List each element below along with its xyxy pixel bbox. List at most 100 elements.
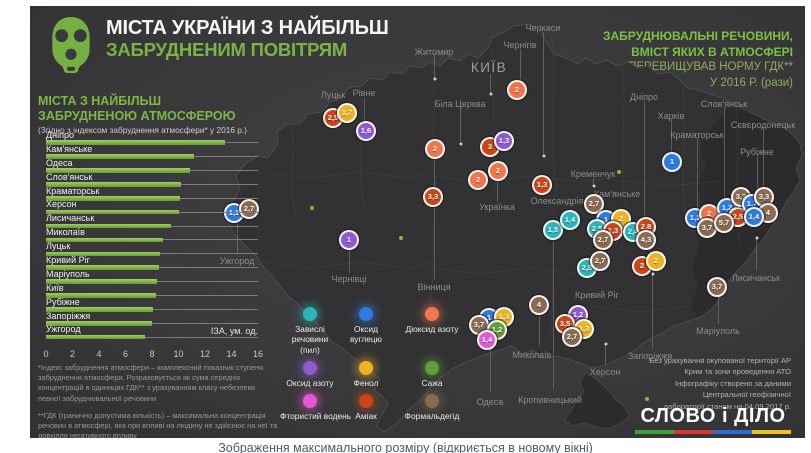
map-city-label: КИЇВ xyxy=(470,60,508,75)
bar-row: Миколаїв xyxy=(46,227,258,243)
pollutant-value-dot-dust: 1,5 xyxy=(543,220,563,240)
city-leader-line xyxy=(644,101,645,224)
pollutant-value-dot-hf: 1,4 xyxy=(477,330,497,350)
city-leader-line xyxy=(490,348,491,393)
city-leader-line xyxy=(718,296,719,324)
bar-city-label: Рубіжне xyxy=(46,296,80,307)
bar-track xyxy=(46,209,258,215)
pollutant-value-dot-no: 1,3 xyxy=(494,131,514,151)
credits-line: лабораторії станом на 04.09.2017 р. xyxy=(663,401,791,411)
map-city-label: Кам'янське xyxy=(593,189,641,199)
legend-item-soot: Сажа xyxy=(392,360,472,394)
bar-rows: Дніпро Кам'янське Одеса Слов'янськ Краматорс… xyxy=(46,130,258,340)
bar-row: Запоріжжя xyxy=(46,310,258,326)
city-leader-line xyxy=(520,49,521,84)
bar-track xyxy=(46,279,258,284)
pollutant-value-dot-nh3: 1,3 xyxy=(532,175,552,195)
bar-rule xyxy=(46,322,258,324)
map-city-label: Рубіжне xyxy=(740,147,774,157)
nh3-legend-dot-icon xyxy=(359,394,373,408)
map-city-label: Херсон xyxy=(589,367,621,377)
bar-row: Дніпро xyxy=(46,130,258,145)
bar-city-label: Дніпро xyxy=(46,130,74,140)
bar-city-label: Кривий Ріг xyxy=(46,255,90,266)
dust-legend-dot-icon xyxy=(303,307,317,321)
map-city-label: Дніпро xyxy=(630,92,658,102)
logo-stripe-segment xyxy=(752,430,791,434)
footnote-iza: *Індекс забруднення атмосфери – комплекс… xyxy=(38,363,264,403)
map-city-label: Маріуполь xyxy=(696,326,740,336)
city-point xyxy=(651,272,654,276)
bar-city-label: Одеса xyxy=(46,157,73,168)
bar-city-label: Запоріжжя xyxy=(46,310,91,321)
bar-city-label: Лисичанськ xyxy=(46,213,95,224)
pollutant-value-dot-no2: 2 xyxy=(507,80,527,100)
legend-item-co: Оксид вуглецю xyxy=(340,307,392,361)
bar-track xyxy=(46,320,258,326)
bar-row: Київ xyxy=(46,283,258,298)
bar-row: Краматорськ xyxy=(46,186,258,201)
pollutant-value-dot-no: 1 xyxy=(339,230,359,250)
bar-city-label: Маріуполь xyxy=(46,268,90,279)
credits-line: Крим та зони проведення АТО xyxy=(684,367,791,377)
map-city-label: Лисичанськ xyxy=(731,273,781,283)
bar-fill xyxy=(46,265,159,270)
fullsize-image-link[interactable]: Зображення максимального розміру (відкри… xyxy=(218,441,593,453)
pollutants-note-line2: ВМІСТ ЯКИХ В АТМОСФЕРІ xyxy=(631,45,793,60)
logo-stripe-segment xyxy=(713,430,752,434)
city-point xyxy=(592,184,595,188)
legend-label: Сажа xyxy=(392,378,472,388)
city-point xyxy=(542,154,545,158)
city-leader-line xyxy=(237,224,238,254)
bar-track xyxy=(46,154,258,159)
x-axis-ticks: 0 2 4 6 8 10 12 14 16 xyxy=(43,349,263,359)
map-marker-dot xyxy=(645,397,649,401)
bar-fill xyxy=(46,320,152,326)
footnotes: *Індекс забруднення атмосфери – комплекс… xyxy=(38,363,278,438)
map-city-label: Кропивницький xyxy=(518,395,582,405)
legend-label-line: Сажа xyxy=(421,377,443,388)
bar-fill xyxy=(46,307,154,312)
city-leader-line xyxy=(497,179,498,201)
bar-track xyxy=(46,195,258,201)
map-city-label: Одеса xyxy=(476,397,504,407)
legend-label: Формальдегід xyxy=(392,411,472,421)
crimea-outline xyxy=(563,371,631,430)
logo-stripe xyxy=(635,430,791,434)
gas-mask-icon xyxy=(52,17,90,73)
map-marker-dot xyxy=(617,170,621,174)
city-leader-line xyxy=(460,108,461,144)
legend-label: Фенол xyxy=(340,378,392,388)
legend-label-line: Фтористий водень xyxy=(280,411,352,421)
credits-line: Центральної геофізичної xyxy=(702,390,791,400)
city-leader-line xyxy=(724,107,725,203)
pollutant-value-dot-no2: 2 xyxy=(468,170,488,190)
soot-legend-dot-icon xyxy=(425,360,439,375)
bar-chart-title: МІСТА З НАЙБІЛЬШ ЗАБРУДНЕНОЮ АТМОСФЕРОЮ xyxy=(38,94,236,124)
bar-city-label: Ужгород xyxy=(46,324,81,335)
map-city-label: Кривий Ріг xyxy=(575,290,619,300)
map-city-label: Олександрія xyxy=(530,196,584,206)
map-city-label: Біла Церква xyxy=(434,99,486,109)
bar-row: Рубіжне xyxy=(46,296,258,312)
bar-track xyxy=(46,223,258,229)
logo-stripe-segment xyxy=(674,430,713,434)
bar-fill xyxy=(46,195,180,201)
bar-city-label: Херсон xyxy=(46,199,77,210)
map-city-label: Миколаїв xyxy=(512,350,552,360)
bar-row: Одеса xyxy=(46,157,258,173)
bar-track xyxy=(46,334,258,340)
legend-label: Оксид вуглецю xyxy=(340,324,392,345)
logo-stripe-segment xyxy=(635,430,674,434)
no-legend-dot-icon xyxy=(303,360,317,375)
no2-legend-dot-icon xyxy=(425,307,439,321)
credits: Без урахування окупованої території АР Кр… xyxy=(649,355,791,412)
pollutant-value-dot-fa: 2,7 xyxy=(593,230,613,250)
bar-fill xyxy=(46,237,163,243)
pollutant-value-dot-no2: 2 xyxy=(425,139,445,159)
map-city-label: Запоріжжя xyxy=(627,351,673,361)
legend-label-line: Оксид xyxy=(353,324,379,334)
bar-fill xyxy=(46,182,182,187)
city-leader-line xyxy=(757,155,758,193)
